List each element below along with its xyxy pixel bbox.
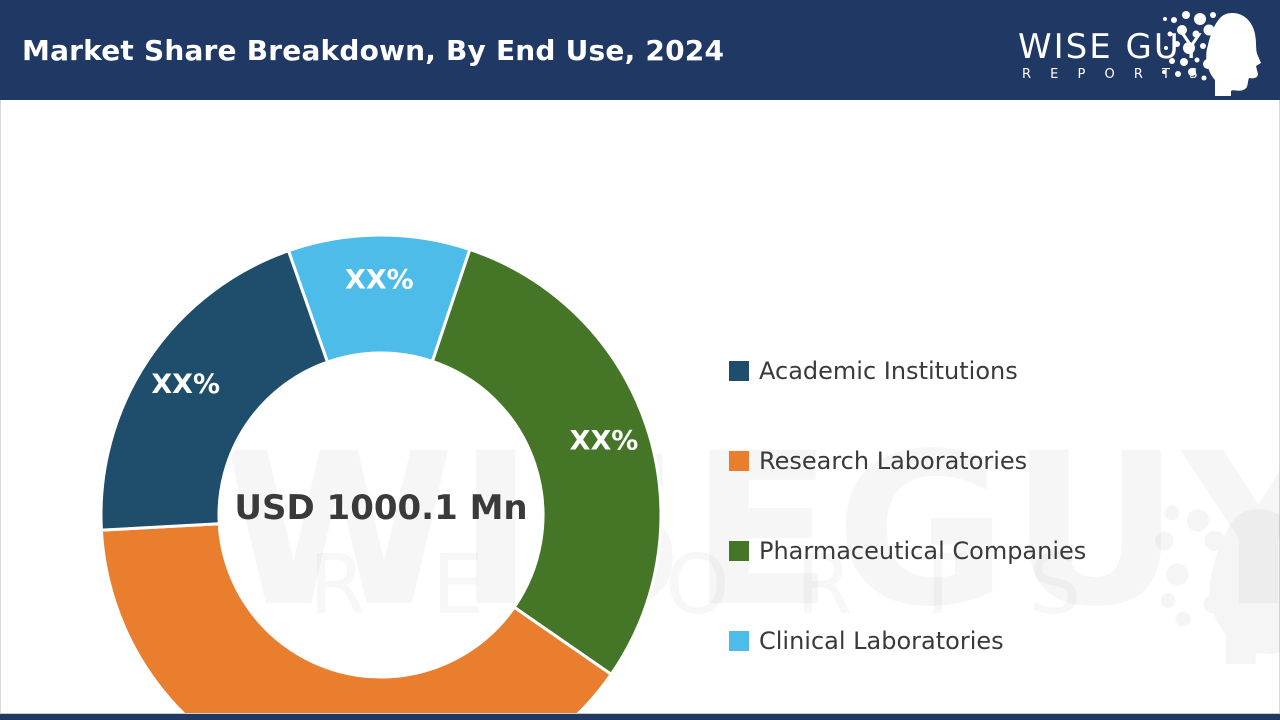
donut-segment-pharmaceutical-companies bbox=[430, 247, 663, 676]
segment-value-label: XX% bbox=[151, 369, 220, 400]
donut-chart: XX%XX%39.5%XX% bbox=[99, 233, 663, 720]
chart-area: WISEGUY REPORTS XX%XX%39.5%XX% USD 1000.… bbox=[0, 100, 1280, 720]
logo-subtext: R E P O R T S bbox=[1022, 67, 1205, 82]
chart-center-value: USD 1000.1 Mn bbox=[234, 488, 528, 528]
legend-item-clinical-laboratories: Clinical Laboratories bbox=[729, 624, 1086, 658]
legend-swatch-icon bbox=[729, 361, 749, 381]
legend-label: Academic Institutions bbox=[759, 357, 1018, 385]
bottom-divider bbox=[0, 713, 1280, 714]
header-bar: Market Share Breakdown, By End Use, 2024… bbox=[0, 0, 1280, 100]
legend-swatch-icon bbox=[729, 541, 749, 561]
logo-brain-dots bbox=[1162, 11, 1223, 81]
bottom-accent-bar bbox=[0, 714, 1280, 720]
wise-guy-reports-logo: WISE GUY R E P O R T S bbox=[1018, 11, 1261, 96]
chart-legend: Academic Institutions Research Laborator… bbox=[729, 354, 1086, 714]
legend-swatch-icon bbox=[729, 451, 749, 471]
logo-face-icon bbox=[1162, 11, 1261, 96]
donut-segment-academic-institutions bbox=[99, 249, 329, 532]
segment-value-label: XX% bbox=[570, 425, 639, 456]
legend-item-pharmaceutical-companies: Pharmaceutical Companies bbox=[729, 534, 1086, 568]
legend-item-academic-institutions: Academic Institutions bbox=[729, 354, 1086, 388]
logo-wordmark: WISE GUY bbox=[1018, 27, 1204, 67]
legend-item-research-laboratories: Research Laboratories bbox=[729, 444, 1086, 478]
donut-segment-research-laboratories bbox=[99, 522, 613, 720]
legend-swatch-icon bbox=[729, 631, 749, 651]
legend-label: Pharmaceutical Companies bbox=[759, 537, 1087, 565]
page-title: Market Share Breakdown, By End Use, 2024 bbox=[22, 33, 725, 67]
segment-value-label: XX% bbox=[345, 265, 414, 296]
legend-label: Research Laboratories bbox=[759, 447, 1028, 475]
legend-label: Clinical Laboratories bbox=[759, 627, 1004, 655]
